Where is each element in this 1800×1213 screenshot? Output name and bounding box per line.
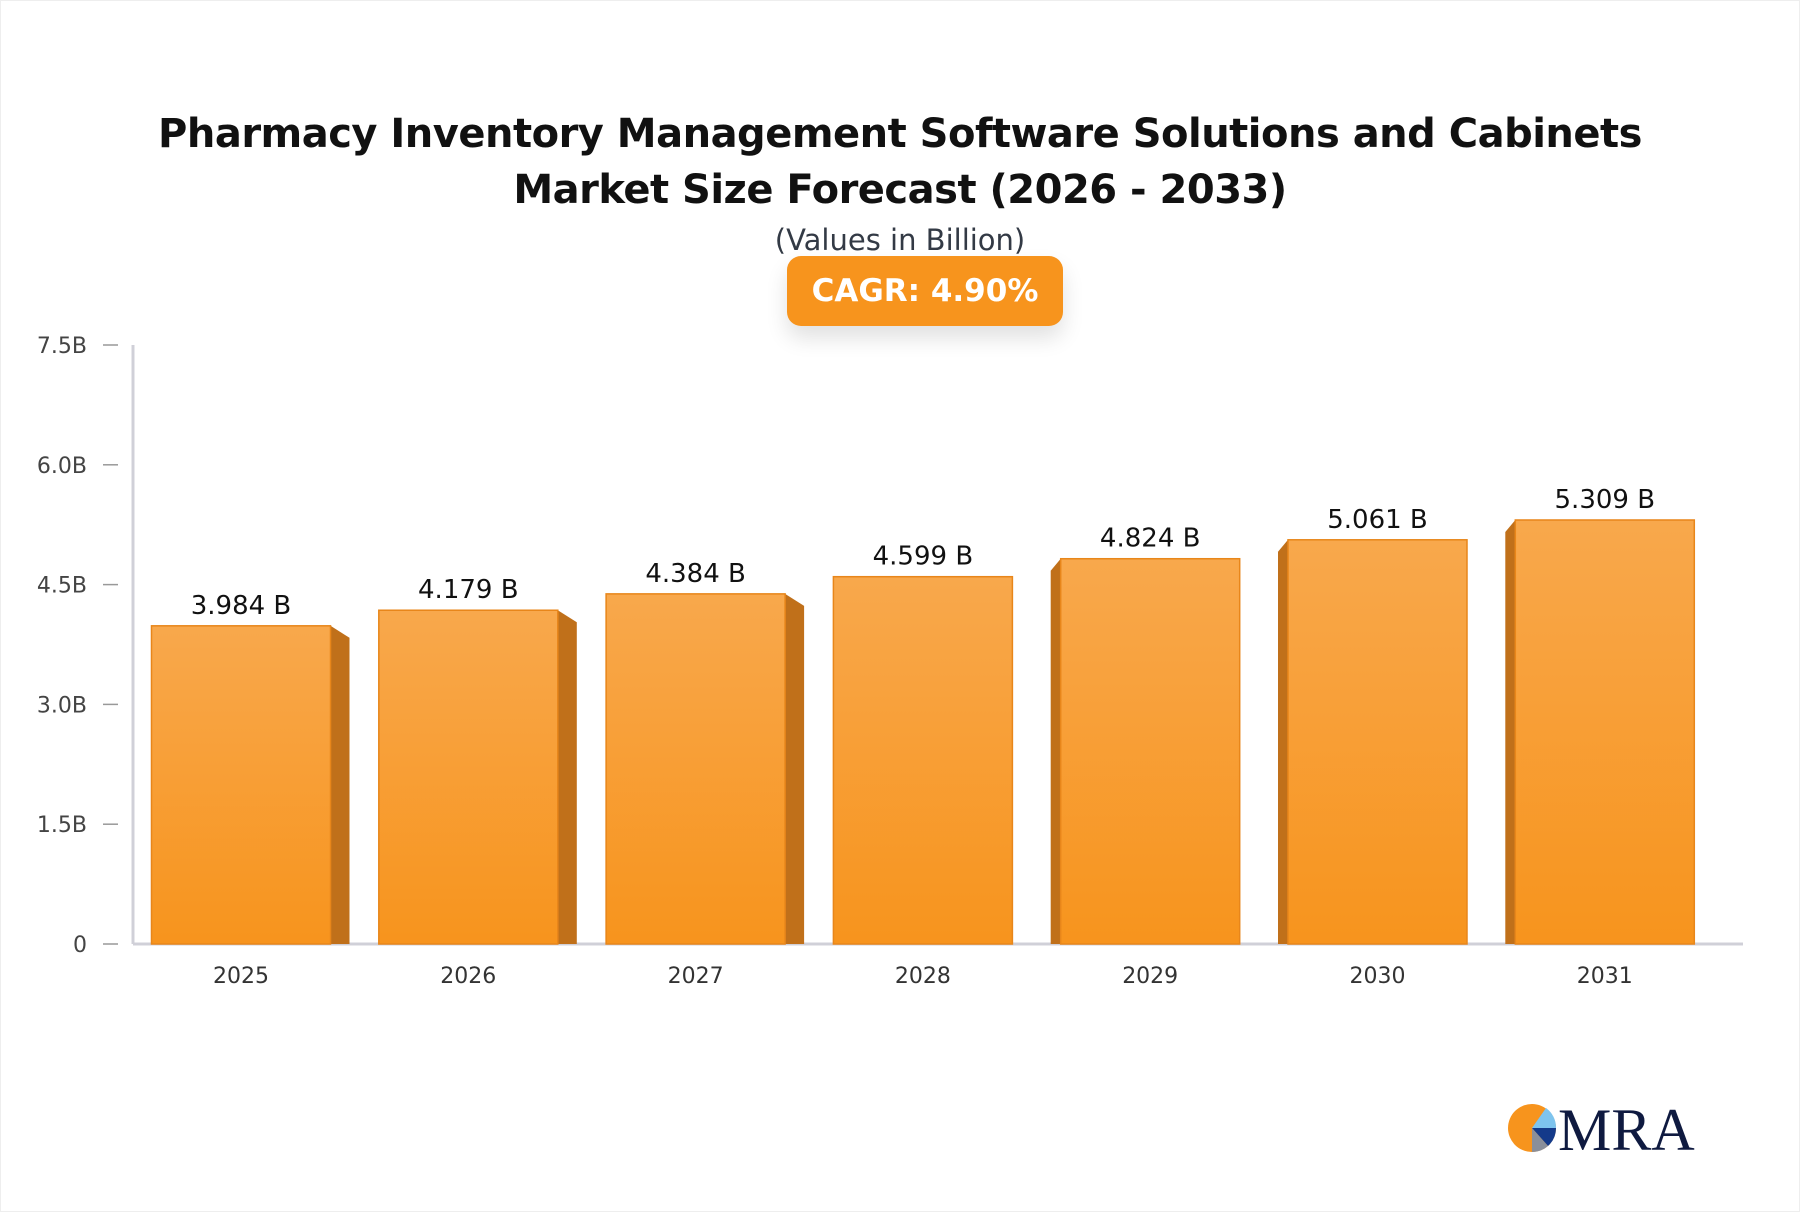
bar-side <box>330 625 350 944</box>
y-tick-label: 3.0B <box>37 693 87 718</box>
bar-side <box>1050 558 1061 944</box>
data-label: 5.061 B <box>1327 505 1428 535</box>
bar-side <box>1505 519 1516 944</box>
bar-side <box>557 610 577 944</box>
x-tick-label: 2028 <box>895 964 951 989</box>
x-tick-label: 2029 <box>1122 964 1178 989</box>
bar <box>832 575 1014 945</box>
y-tick-label: 1.5B <box>37 813 87 838</box>
mra-logo: MRA <box>1506 1096 1696 1156</box>
chart-title: Pharmacy Inventory Management Software S… <box>158 111 1642 213</box>
svg-text:MRA: MRA <box>1558 1097 1695 1156</box>
data-label: 4.384 B <box>645 559 746 589</box>
cagr-badge: CAGR: 4.90% <box>787 256 1063 326</box>
chart-subtitle: (Values in Billion) <box>774 223 1026 257</box>
data-label: 3.984 B <box>191 591 292 621</box>
bar <box>1059 557 1241 945</box>
mra-logo-icon: MRA <box>1508 1097 1695 1156</box>
bar <box>1514 519 1696 945</box>
x-tick-label: 2030 <box>1350 964 1406 989</box>
bar <box>605 593 786 945</box>
bar <box>1287 539 1468 945</box>
data-label: 5.309 B <box>1555 485 1656 515</box>
data-label: 4.824 B <box>1100 524 1201 554</box>
bar-side <box>785 593 805 944</box>
y-tick-label: 4.5B <box>37 574 87 599</box>
bar-side <box>1278 539 1288 944</box>
x-tick-label: 2031 <box>1577 964 1633 989</box>
y-tick-label: 0 <box>73 933 87 958</box>
bar <box>150 625 332 945</box>
y-tick-label: 6.0B <box>37 454 87 479</box>
x-tick-label: 2027 <box>668 964 724 989</box>
data-label: 4.179 B <box>418 575 519 605</box>
data-label: 4.599 B <box>873 542 974 572</box>
x-tick-label: 2026 <box>440 964 496 989</box>
y-tick-label: 7.5B <box>37 334 87 359</box>
bar <box>378 609 559 945</box>
x-tick-label: 2025 <box>213 964 269 989</box>
